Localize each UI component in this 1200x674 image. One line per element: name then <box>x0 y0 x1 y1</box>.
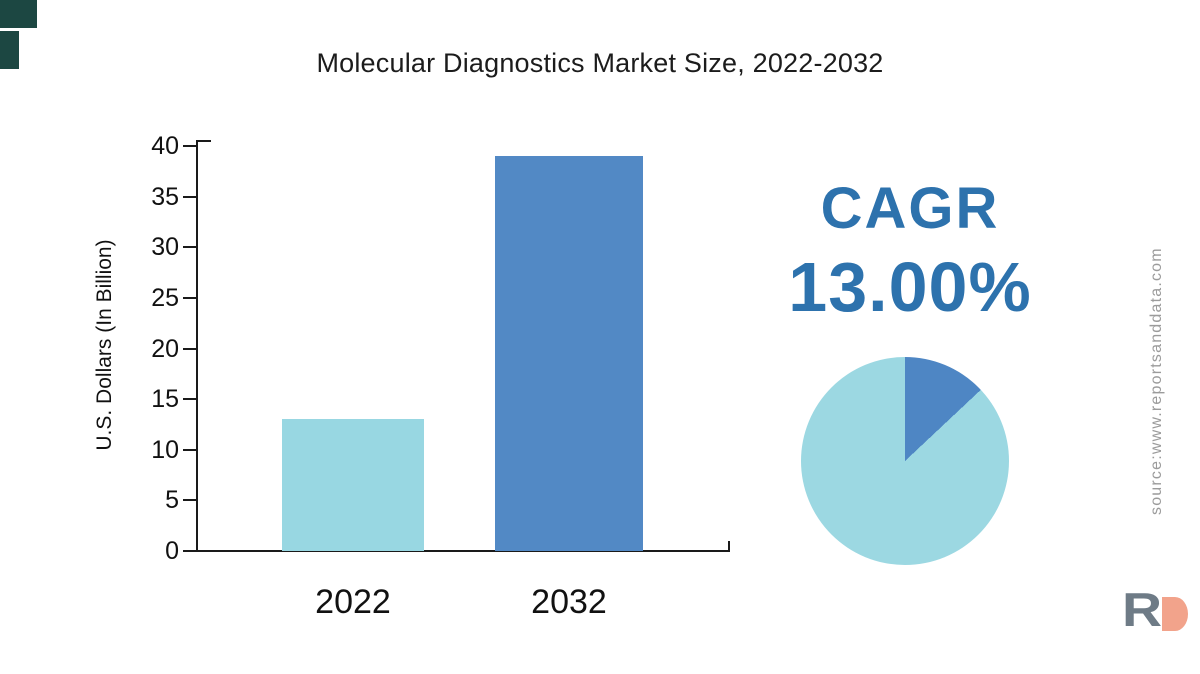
source-attribution: source:www.reportsanddata.com <box>1148 247 1165 515</box>
logo-d-mark <box>1162 597 1188 631</box>
brand-corner-square <box>0 0 37 28</box>
y-tick-label: 40 <box>151 132 179 160</box>
y-tick-label: 10 <box>151 435 179 464</box>
logo-letter-r: R <box>1122 583 1163 636</box>
y-axis-label: U.S. Dollars (In Billion) <box>93 239 116 451</box>
y-tick-label: 25 <box>151 283 179 312</box>
y-tick-label: 5 <box>165 486 179 515</box>
x-tick-label: 2022 <box>315 583 391 621</box>
x-tick-label: 2032 <box>531 583 607 621</box>
y-tick <box>183 499 196 502</box>
y-tick-label: 0 <box>165 537 179 565</box>
chart-title: Molecular Diagnostics Market Size, 2022-… <box>316 48 884 78</box>
y-tick <box>183 145 196 147</box>
y-tick <box>183 448 196 451</box>
y-tick <box>183 550 196 552</box>
pie-chart <box>801 357 1009 565</box>
y-axis-top-cap <box>196 140 211 142</box>
y-tick <box>183 195 196 198</box>
cagr-callout: CAGR 13.00% <box>755 176 1065 326</box>
y-tick <box>183 347 196 350</box>
brand-corner-square <box>0 31 19 69</box>
y-tick-label: 30 <box>151 233 179 262</box>
y-axis-line <box>196 140 198 552</box>
bar-2022 <box>282 419 424 551</box>
x-axis-line <box>196 550 730 552</box>
brand-logo: R <box>1122 586 1192 636</box>
cagr-label: CAGR <box>820 176 1000 241</box>
y-tick-label: 35 <box>151 182 179 211</box>
y-tick <box>183 398 196 401</box>
cagr-value: 13.00% <box>788 248 1032 326</box>
y-tick-label: 20 <box>151 334 179 363</box>
x-axis-end-cap <box>728 541 730 552</box>
y-tick-label: 15 <box>151 385 179 414</box>
y-tick <box>183 246 196 249</box>
bar-2032 <box>495 156 643 551</box>
y-tick <box>183 296 196 299</box>
